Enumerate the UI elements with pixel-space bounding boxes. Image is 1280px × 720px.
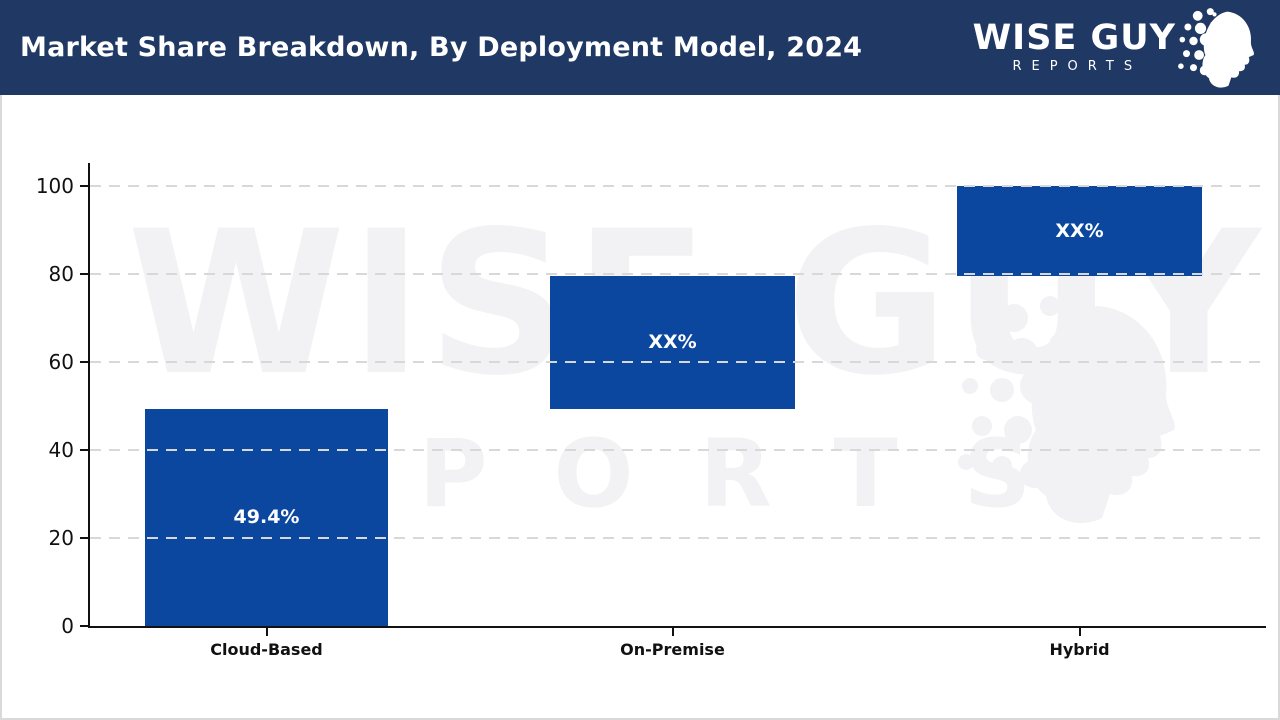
brand-logo: WISE GUY REPORTS	[973, 6, 1280, 90]
x-axis-line	[88, 626, 1266, 628]
bar-value-label-cloud-based: 49.4%	[233, 506, 300, 529]
bar-value-label-on-premise: XX%	[648, 331, 697, 354]
chart-title: Market Share Breakdown, By Deployment Mo…	[20, 32, 863, 63]
y-axis-line	[88, 163, 90, 628]
x-category-label-cloud-based: Cloud-Based	[210, 640, 323, 659]
y-tick-80	[80, 273, 88, 275]
brand-name: WISE GUY	[972, 18, 1176, 58]
gridline-80	[90, 273, 1264, 275]
bar-hybrid: XX%	[957, 186, 1202, 276]
x-category-label-on-premise: On-Premise	[620, 640, 725, 659]
bar-value-label-hybrid: XX%	[1055, 219, 1104, 242]
y-tick-60	[80, 361, 88, 363]
y-tick-0	[80, 625, 88, 627]
x-category-label-hybrid: Hybrid	[1049, 640, 1110, 659]
gridline-20	[90, 537, 1264, 539]
y-tick-label-60: 60	[48, 350, 74, 374]
gridline-40	[90, 449, 1264, 451]
brand-subname: REPORTS	[1012, 59, 1143, 74]
y-tick-label-20: 20	[48, 526, 74, 550]
header: Market Share Breakdown, By Deployment Mo…	[0, 0, 1280, 95]
y-tick-label-0: 0	[61, 614, 74, 638]
y-tick-label-100: 100	[35, 174, 74, 198]
y-tick-label-80: 80	[48, 262, 74, 286]
y-tick-100	[80, 185, 88, 187]
brand-logo-text: WISE GUY REPORTS	[972, 18, 1176, 75]
face-profile-icon	[1178, 7, 1254, 88]
gridline-60	[90, 361, 1264, 363]
gridline-100	[90, 185, 1264, 187]
bar-on-premise: XX%	[550, 275, 795, 409]
x-tick-on-premise	[671, 628, 674, 636]
watermark-face-profile-icon	[958, 296, 1175, 524]
y-tick-40	[80, 449, 88, 451]
y-tick-label-40: 40	[48, 438, 74, 462]
x-tick-cloud-based	[265, 628, 268, 636]
x-tick-hybrid	[1078, 628, 1081, 636]
y-tick-20	[80, 537, 88, 539]
bar-cloud-based: 49.4%	[145, 408, 388, 626]
